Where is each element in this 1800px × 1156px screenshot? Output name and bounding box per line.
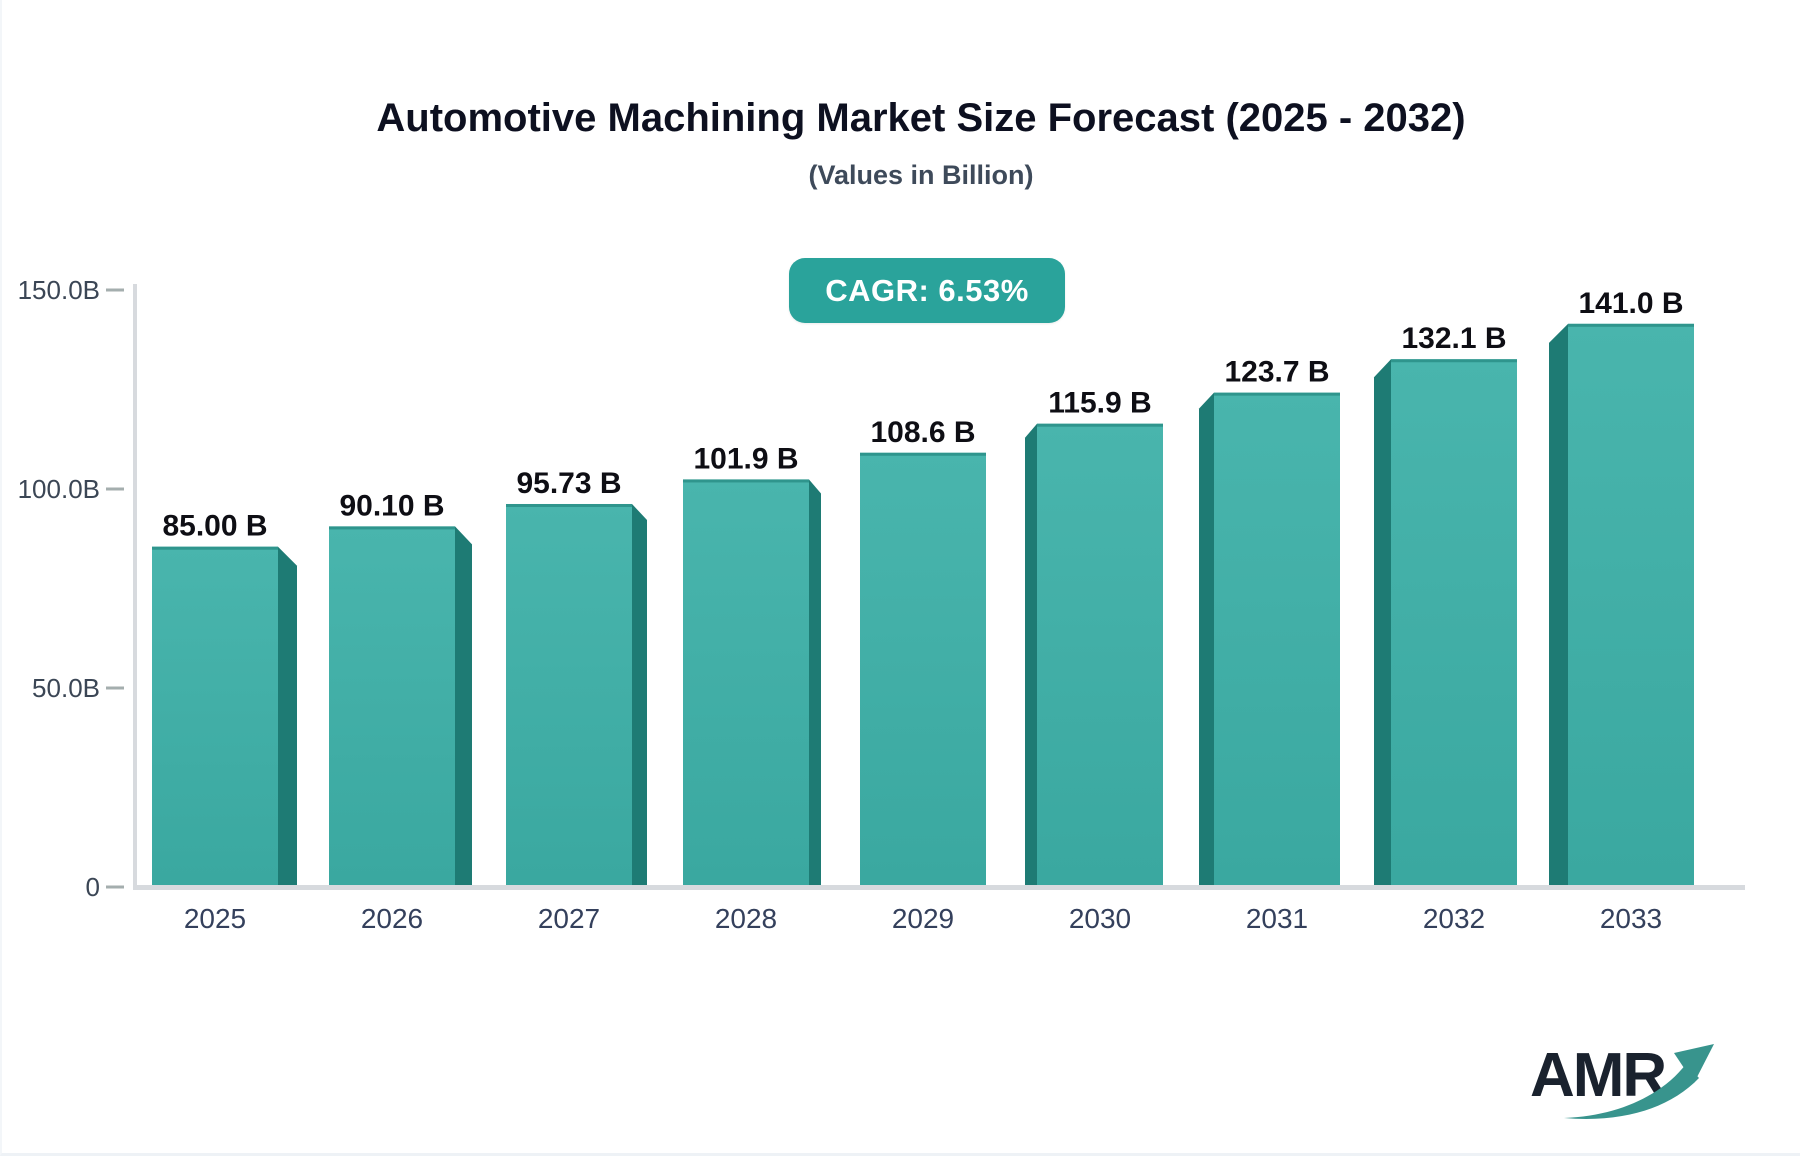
bar-side-face xyxy=(632,503,647,885)
bar-top-edge xyxy=(1391,359,1517,363)
bar-top-edge xyxy=(1037,423,1163,427)
bar-side-face xyxy=(1549,323,1568,885)
y-tick-mark xyxy=(106,686,124,690)
bar-top-edge xyxy=(1214,392,1340,396)
bar-face xyxy=(1214,392,1340,885)
y-tick-label: 0 xyxy=(86,872,100,902)
bar-top-edge xyxy=(506,503,632,507)
y-axis-line xyxy=(133,284,137,889)
x-tick-label: 2033 xyxy=(1600,903,1662,934)
y-tick-mark xyxy=(106,885,124,889)
x-tick-label: 2032 xyxy=(1423,903,1485,934)
x-tick-label: 2025 xyxy=(184,903,246,934)
bar-value-label: 90.10 B xyxy=(339,489,444,522)
growth-arrow-icon xyxy=(1564,1044,1714,1119)
bar-value-label: 85.00 B xyxy=(162,510,267,543)
bar-side-face xyxy=(1199,392,1214,885)
y-tick-mark xyxy=(106,487,124,491)
bar-side-face xyxy=(809,479,821,885)
bar-face xyxy=(329,526,455,885)
bar-value-label: 101.9 B xyxy=(693,442,798,475)
bar-value-label: 95.73 B xyxy=(516,467,621,500)
x-tick-label: 2031 xyxy=(1246,903,1308,934)
bar-side-face xyxy=(1374,359,1391,885)
bar-face xyxy=(506,503,632,885)
bar-value-label: 132.1 B xyxy=(1401,322,1506,355)
x-tick-label: 2028 xyxy=(715,903,777,934)
bar-face xyxy=(152,546,278,885)
y-tick-label: 100.0B xyxy=(18,474,100,504)
growth-arrow-swoosh xyxy=(1564,1064,1699,1119)
x-tick-label: 2026 xyxy=(361,903,423,934)
bar-value-label: 141.0 B xyxy=(1578,287,1683,320)
bar-face xyxy=(860,452,986,885)
bar-top-edge xyxy=(683,479,809,483)
growth-arrow-head xyxy=(1674,1044,1714,1083)
y-tick-label: 50.0B xyxy=(32,673,100,703)
cagr-badge-label: CAGR: 6.53% xyxy=(825,272,1029,308)
x-tick-label: 2027 xyxy=(538,903,600,934)
bar-face xyxy=(683,479,809,885)
bar-value-label: 115.9 B xyxy=(1048,387,1151,420)
cagr-badge: CAGR: 6.53% xyxy=(789,258,1065,323)
y-tick-mark xyxy=(106,288,124,292)
bar-value-label: 108.6 B xyxy=(870,416,975,449)
amr-logo: AMR xyxy=(1522,1030,1732,1130)
bar-face xyxy=(1037,423,1163,885)
bar-side-face xyxy=(278,546,297,885)
bar-side-face xyxy=(1025,423,1037,885)
y-tick-label: 150.0B xyxy=(18,275,100,305)
x-axis-line xyxy=(133,885,1745,890)
bar-top-edge xyxy=(329,526,455,530)
bar-value-label: 123.7 B xyxy=(1224,356,1329,389)
x-tick-label: 2029 xyxy=(892,903,954,934)
bar-top-edge xyxy=(860,452,986,456)
bar-side-face xyxy=(455,526,472,885)
chart-subtitle: (Values in Billion) xyxy=(808,160,1034,190)
bar-top-edge xyxy=(1568,323,1694,327)
bar-face xyxy=(1568,323,1694,885)
x-tick-label: 2030 xyxy=(1069,903,1131,934)
chart-title: Automotive Machining Market Size Forecas… xyxy=(376,96,1466,140)
bar-top-edge xyxy=(152,546,278,550)
bar-face xyxy=(1391,359,1517,885)
